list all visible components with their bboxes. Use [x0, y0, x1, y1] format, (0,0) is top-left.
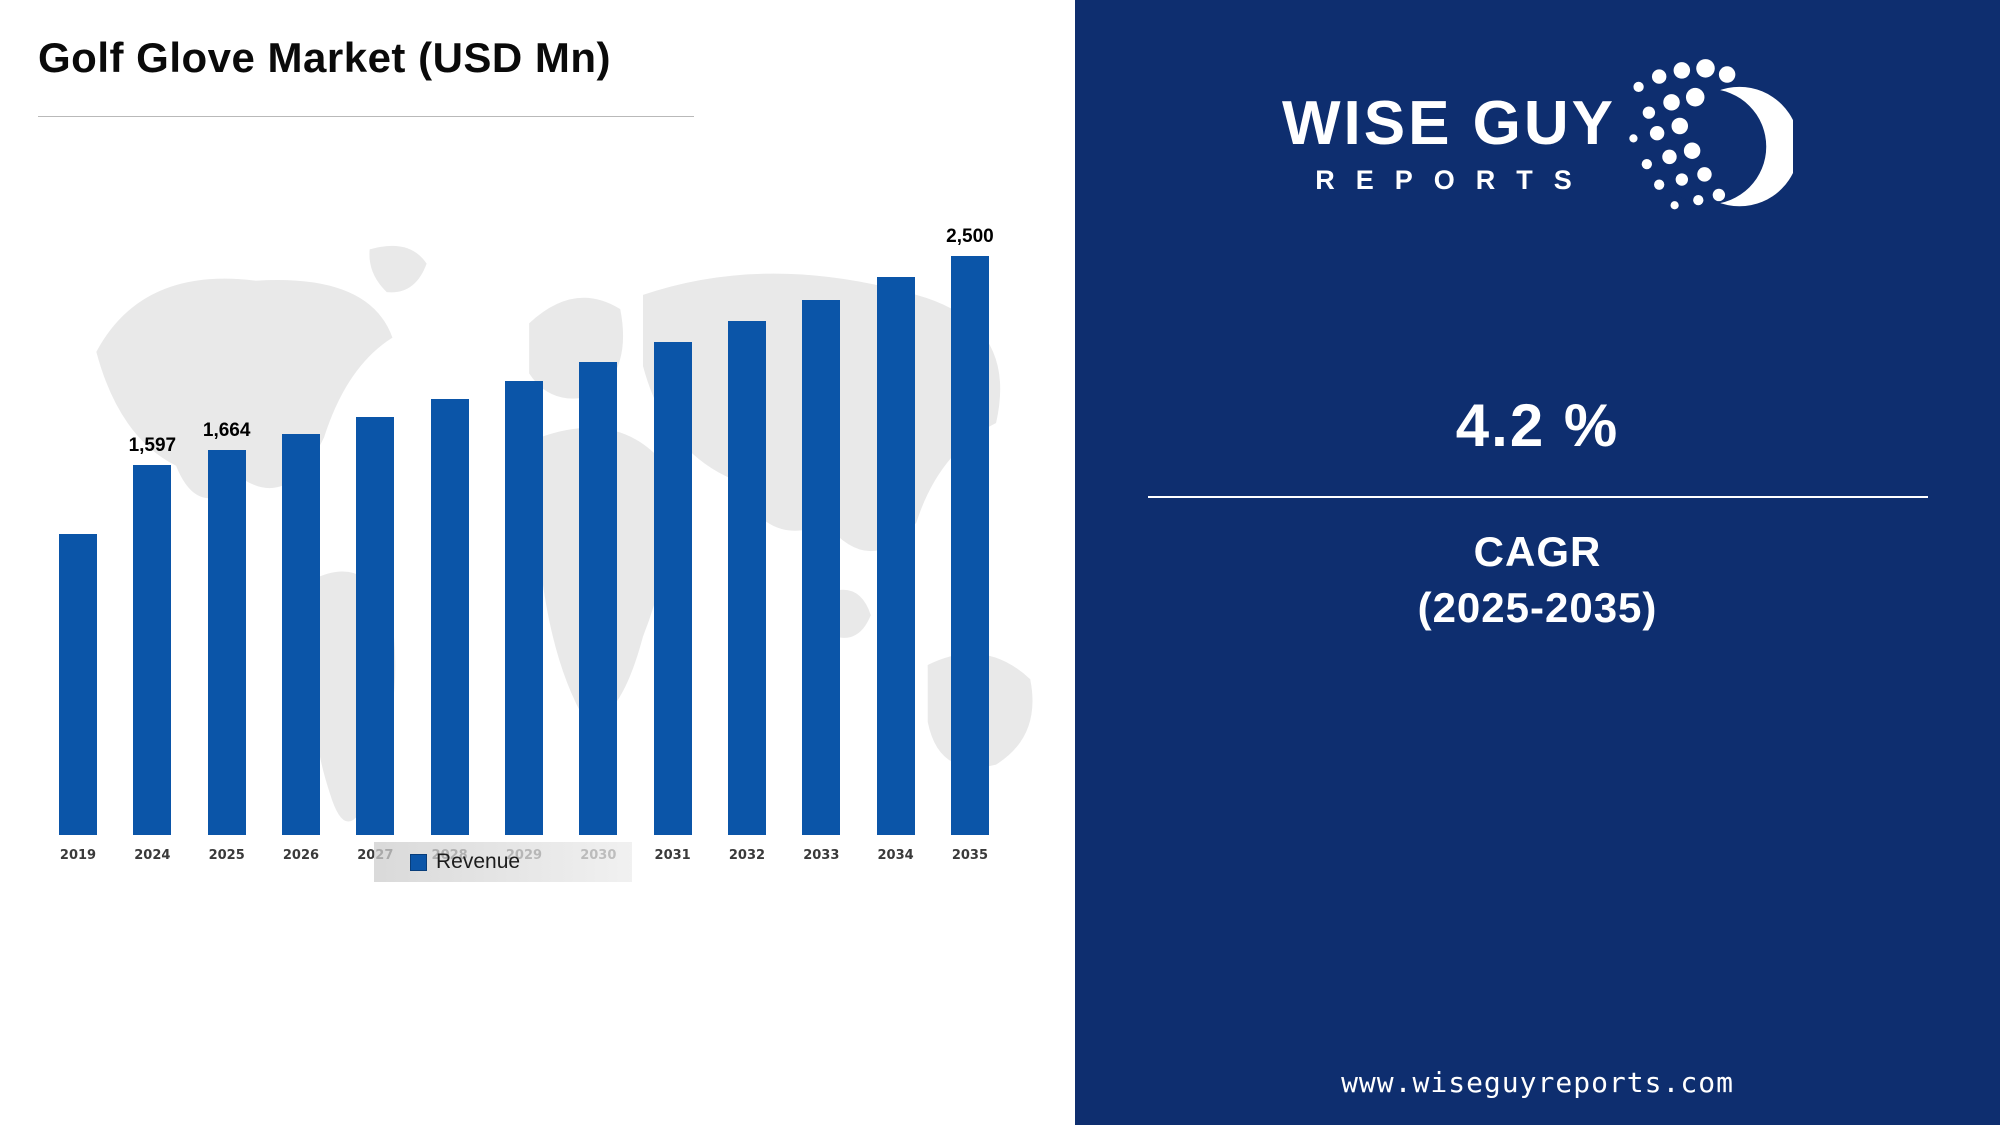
bar-group-2032: 2032: [725, 180, 769, 863]
x-tick-2024: 2024: [134, 848, 171, 863]
dotted-head-icon: [1629, 59, 1794, 210]
x-tick-2019: 2019: [59, 848, 97, 863]
bar-2033: [802, 300, 841, 835]
bar-group-2025: 1,664 2025: [202, 180, 251, 863]
bar-chart: 2019 1,597 2024 1,664 2025 2026 2027 2028 2029 20…: [56, 180, 994, 863]
legend-color-swatch: [410, 853, 427, 871]
bar-group-2029: 2029: [502, 180, 546, 863]
legend: Revenue: [410, 850, 520, 874]
x-tick-2032: 2032: [728, 848, 766, 863]
bar-group-2033: 2033: [799, 180, 843, 863]
bar-2028: [430, 399, 469, 835]
title-underline: [38, 116, 694, 117]
cagr-label: CAGR: [1473, 528, 1602, 575]
logo-text: WISE GUY REPORTS: [1282, 91, 1616, 195]
bar-2027: [356, 417, 395, 835]
bar-2024: [133, 465, 172, 835]
x-tick-2025: 2025: [208, 848, 245, 863]
bar-2029: [504, 381, 543, 835]
bar-2025: [207, 450, 246, 835]
wise-guy-reports-logo: WISE GUY REPORTS: [1282, 56, 1794, 231]
bar-2030: [579, 362, 618, 835]
sidebar: WISE GUY REPORTS: [1075, 0, 2000, 1125]
x-tick-2034: 2034: [877, 848, 914, 863]
bar-group-2035: 2,500 2035: [946, 180, 994, 863]
x-tick-2035: 2035: [951, 848, 989, 863]
x-tick-2026: 2026: [282, 848, 320, 863]
divider-line: [1147, 496, 1928, 498]
bar-group-2034: 2034: [874, 180, 918, 863]
chart-title: Golf Glove Market (USD Mn): [38, 34, 612, 81]
website-url: www.wiseguyreports.com: [1341, 1066, 1734, 1099]
bar-value-label-2024: 1,597: [128, 435, 177, 456]
bar-2031: [653, 342, 692, 835]
logo-wise-guy-text: WISE GUY: [1281, 89, 1617, 159]
cagr-block: 4.2 % CAGR (2025-2035): [1075, 391, 2000, 632]
bar-group-2026: 2026: [279, 180, 323, 863]
bar-2032: [727, 321, 766, 835]
bar-group-2027: 2027: [353, 180, 397, 863]
bar-value-label-2025: 1,664: [202, 420, 251, 441]
cagr-period: (2025-2035): [1417, 584, 1658, 631]
x-tick-2033: 2033: [803, 848, 840, 863]
bar-2019: [59, 534, 97, 835]
bar-value-label-2035: 2,500: [946, 226, 994, 247]
bar-group-2030: 2030: [576, 180, 620, 863]
logo-reports-text: REPORTS: [1315, 164, 1593, 195]
bar-2034: [876, 277, 915, 835]
bar-group-2028: 2028: [428, 180, 472, 863]
chart-panel: Golf Glove Market (USD Mn) 2019 1,597 2024…: [38, 34, 1033, 882]
legend-label: Revenue: [436, 850, 521, 873]
cagr-value: 4.2 %: [1455, 392, 1620, 459]
bar-2026: [281, 434, 320, 835]
x-tick-2031: 2031: [654, 848, 691, 863]
bar-group-2024: 1,597 2024: [128, 180, 177, 863]
bar-2035: [950, 256, 989, 835]
bar-group-2019: 2019: [56, 180, 100, 863]
bar-group-2031: 2031: [651, 180, 695, 863]
